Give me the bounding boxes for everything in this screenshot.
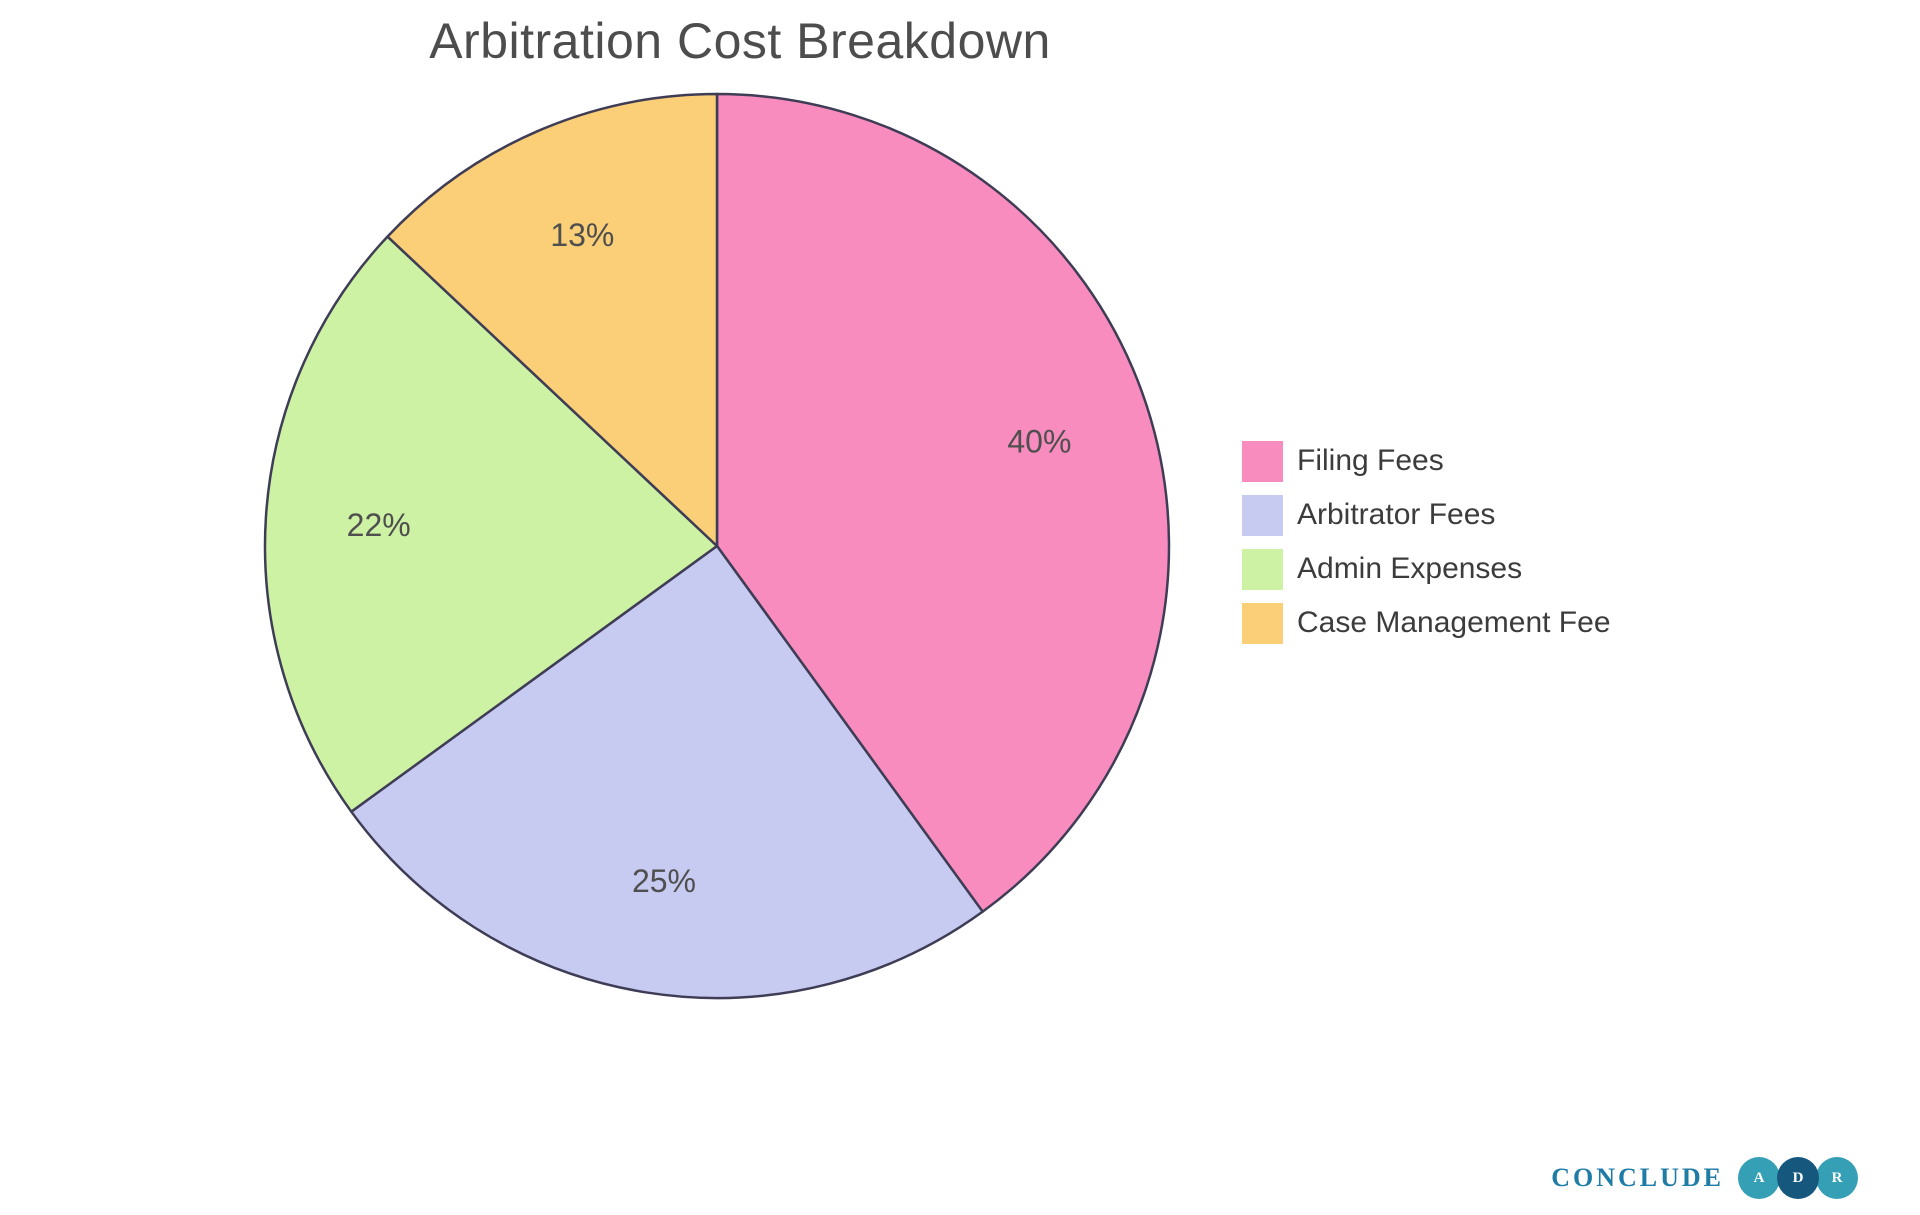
legend-item-admin-expenses: Admin Expenses [1242,542,1611,596]
pie-chart: 40% 25% 22% 13% [263,92,1171,1000]
legend-label: Filing Fees [1297,444,1444,477]
legend-item-filing-fees: Filing Fees [1242,434,1611,488]
legend-label: Arbitrator Fees [1297,498,1496,531]
legend-swatch [1242,602,1283,644]
legend-swatch [1242,494,1283,536]
slice-percentage-label: 25% [632,863,696,899]
badge-circle-d: D [1777,1157,1819,1199]
legend-swatch [1242,440,1283,482]
legend-label: Admin Expenses [1297,552,1523,585]
legend-item-case-management-fee: Case Management Fee [1242,596,1611,650]
legend: Filing Fees Arbitrator Fees Admin Expenses… [1242,434,1611,650]
pie-slice-arbitrator-fees [350,544,984,1000]
slice-percentage-label: 13% [550,217,614,253]
badge-circle-a: A [1738,1157,1780,1199]
pie-slice-admin-expenses [263,235,719,813]
brand-wordmark: CONCLUDE [1551,1163,1724,1192]
slice-percentage-label: 22% [347,507,411,543]
legend-swatch [1242,548,1283,590]
badge-circle-r: R [1816,1157,1858,1199]
pie-slice-case-management-fee [386,92,719,548]
slice-percentage-label: 40% [1007,423,1071,459]
chart-title: Arbitration Cost Breakdown [429,13,1051,69]
legend-label: Case Management Fee [1297,606,1611,639]
pie-slice-filing-fees [715,92,1171,913]
legend-item-arbitrator-fees: Arbitrator Fees [1242,488,1611,542]
